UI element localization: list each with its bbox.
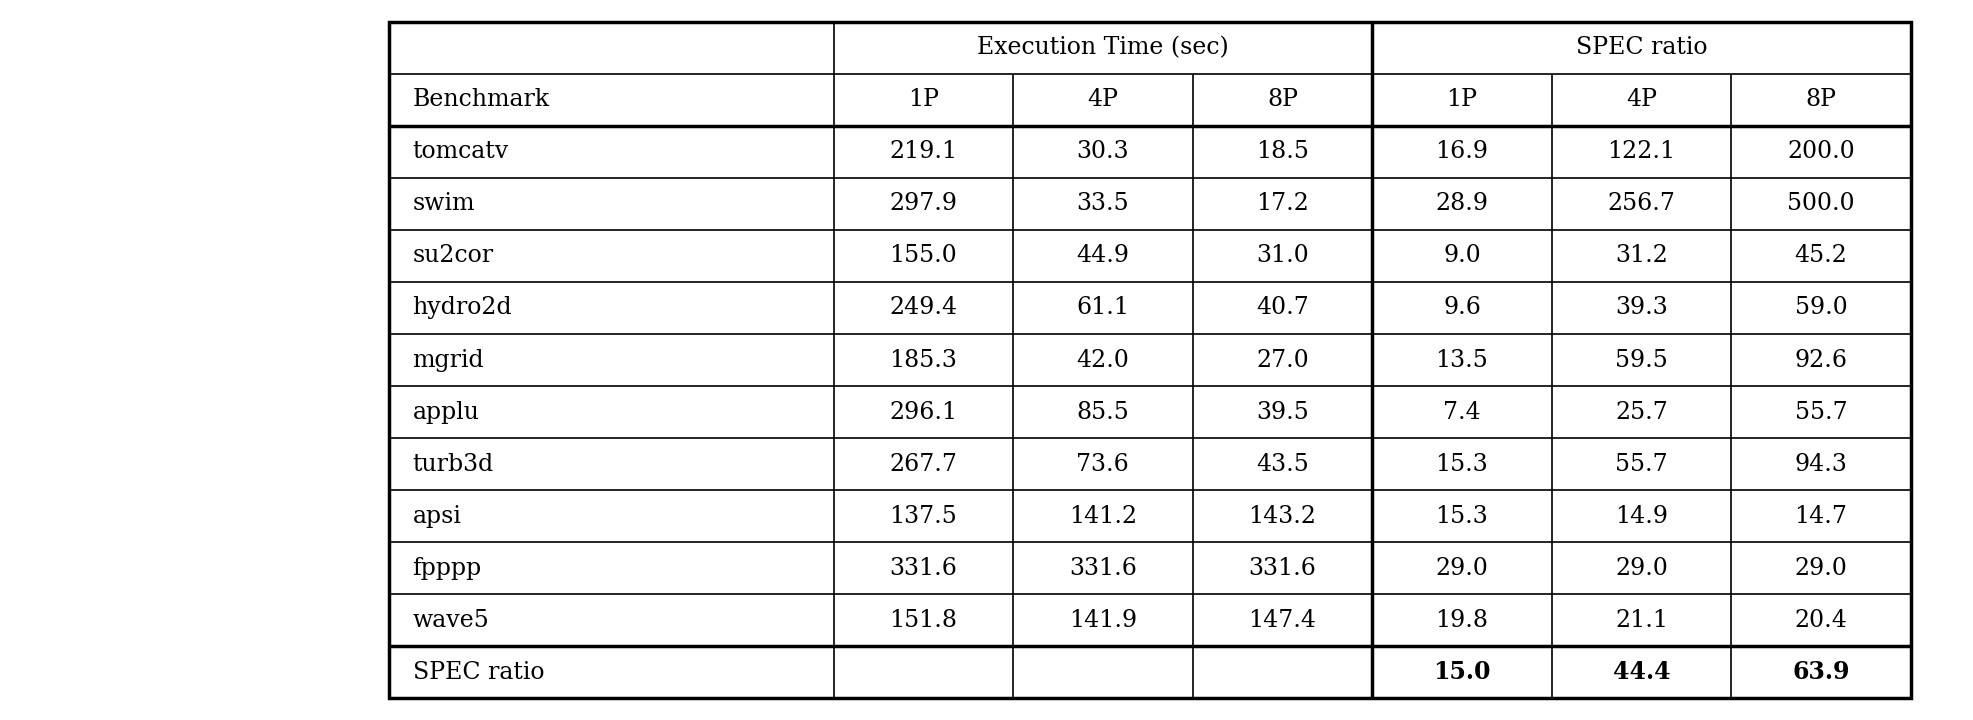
Text: 155.0: 155.0 [890,244,957,267]
Text: 39.5: 39.5 [1255,400,1308,423]
Text: 40.7: 40.7 [1255,297,1308,320]
Text: 43.5: 43.5 [1255,453,1308,476]
Text: 15.3: 15.3 [1434,453,1488,476]
Text: applu: applu [412,400,479,423]
Text: SPEC ratio: SPEC ratio [412,661,545,684]
Text: 44.4: 44.4 [1612,660,1669,685]
Text: 28.9: 28.9 [1434,192,1488,215]
Text: 331.6: 331.6 [1069,557,1136,580]
Text: tomcatv: tomcatv [412,140,509,163]
Text: 31.0: 31.0 [1255,244,1308,267]
Text: 33.5: 33.5 [1075,192,1129,215]
Text: 249.4: 249.4 [888,297,957,320]
Text: 4P: 4P [1626,88,1655,111]
Text: 20.4: 20.4 [1793,609,1847,632]
Text: 63.9: 63.9 [1791,660,1849,685]
Text: 122.1: 122.1 [1606,140,1675,163]
Text: 141.2: 141.2 [1067,505,1136,528]
Text: 8P: 8P [1267,88,1298,111]
Text: 44.9: 44.9 [1075,244,1129,267]
Text: 17.2: 17.2 [1255,192,1308,215]
Text: 27.0: 27.0 [1255,348,1308,372]
Text: apsi: apsi [412,505,462,528]
Text: 331.6: 331.6 [1247,557,1316,580]
Text: 15.0: 15.0 [1432,660,1490,685]
Text: 500.0: 500.0 [1786,192,1855,215]
Text: 200.0: 200.0 [1786,140,1855,163]
Text: 92.6: 92.6 [1793,348,1847,372]
Text: 9.6: 9.6 [1442,297,1480,320]
Text: 267.7: 267.7 [890,453,957,476]
Text: 30.3: 30.3 [1075,140,1129,163]
Text: 1P: 1P [1446,88,1476,111]
Text: 55.7: 55.7 [1614,453,1667,476]
Text: 45.2: 45.2 [1793,244,1847,267]
Text: 1P: 1P [908,88,939,111]
Text: 147.4: 147.4 [1247,609,1316,632]
Text: 4P: 4P [1087,88,1119,111]
Text: 94.3: 94.3 [1793,453,1847,476]
Text: 29.0: 29.0 [1434,557,1488,580]
Text: 19.8: 19.8 [1434,609,1488,632]
Text: 61.1: 61.1 [1075,297,1129,320]
Text: 9.0: 9.0 [1442,244,1480,267]
Text: 13.5: 13.5 [1434,348,1488,372]
Text: 219.1: 219.1 [888,140,957,163]
Text: 59.0: 59.0 [1793,297,1847,320]
Text: 256.7: 256.7 [1606,192,1675,215]
Text: hydro2d: hydro2d [412,297,511,320]
Text: fpppp: fpppp [412,557,481,580]
Text: 21.1: 21.1 [1614,609,1667,632]
Text: 8P: 8P [1805,88,1835,111]
Text: 42.0: 42.0 [1075,348,1129,372]
Text: 137.5: 137.5 [890,505,957,528]
Text: 331.6: 331.6 [890,557,957,580]
Text: Benchmark: Benchmark [412,88,548,111]
Text: 14.7: 14.7 [1793,505,1847,528]
Text: 18.5: 18.5 [1255,140,1308,163]
Text: 296.1: 296.1 [888,400,957,423]
Text: swim: swim [412,192,475,215]
Text: 29.0: 29.0 [1614,557,1667,580]
Text: 151.8: 151.8 [890,609,957,632]
Text: 73.6: 73.6 [1075,453,1129,476]
Text: turb3d: turb3d [412,453,493,476]
Text: 29.0: 29.0 [1793,557,1847,580]
Text: 31.2: 31.2 [1614,244,1667,267]
Text: 15.3: 15.3 [1434,505,1488,528]
Text: 7.4: 7.4 [1442,400,1480,423]
Text: 141.9: 141.9 [1067,609,1136,632]
Text: 85.5: 85.5 [1075,400,1129,423]
Text: SPEC ratio: SPEC ratio [1574,36,1707,59]
Text: wave5: wave5 [412,609,489,632]
Text: 59.5: 59.5 [1614,348,1667,372]
Text: 185.3: 185.3 [890,348,957,372]
Text: Execution Time (sec): Execution Time (sec) [977,36,1227,59]
Text: 39.3: 39.3 [1614,297,1667,320]
Text: 143.2: 143.2 [1247,505,1316,528]
Text: 297.9: 297.9 [890,192,957,215]
Text: 16.9: 16.9 [1434,140,1488,163]
Text: mgrid: mgrid [412,348,483,372]
Text: 14.9: 14.9 [1614,505,1667,528]
Text: 55.7: 55.7 [1793,400,1847,423]
Text: su2cor: su2cor [412,244,493,267]
Text: 25.7: 25.7 [1614,400,1667,423]
